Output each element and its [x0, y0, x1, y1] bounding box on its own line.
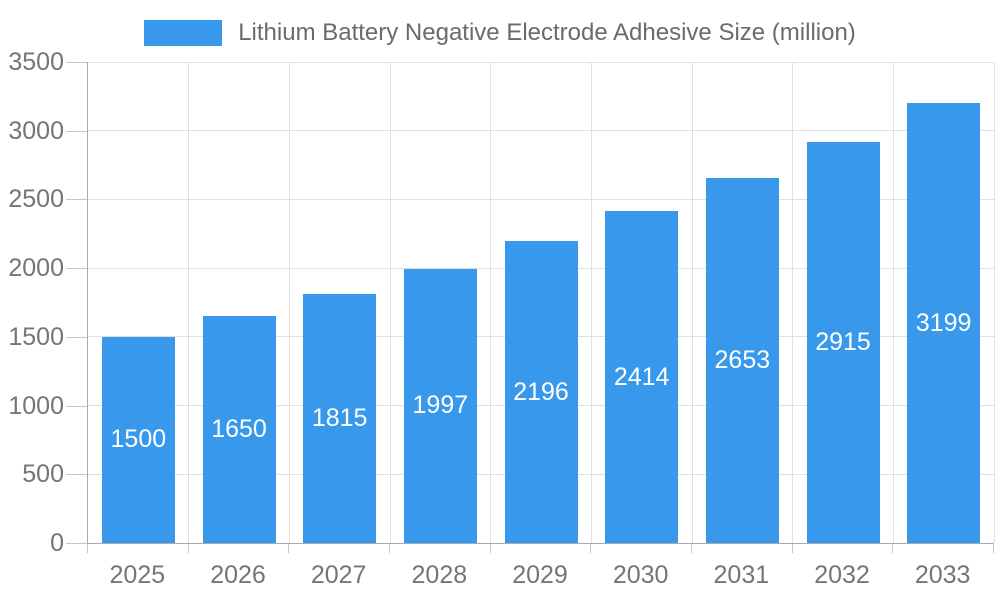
bar[interactable]: 1815 [303, 293, 377, 543]
y-tick-mark [66, 268, 87, 270]
bar[interactable]: 3199 [907, 103, 981, 543]
bar-value-label: 1997 [412, 391, 469, 420]
x-tick-label: 2028 [411, 561, 468, 589]
x-tick-label: 2025 [109, 561, 166, 589]
v-gridline [792, 62, 794, 543]
x-tick-mark [691, 544, 692, 553]
x-tick-label: 2029 [512, 561, 568, 589]
v-gridline [590, 62, 592, 543]
v-gridline [691, 62, 693, 543]
y-tick-label: 2000 [8, 254, 64, 283]
x-tick-label: 2031 [713, 561, 770, 589]
y-tick-mark [66, 336, 87, 338]
h-gridline [88, 198, 994, 200]
bar-value-label: 2414 [613, 362, 670, 391]
x-tick-mark [288, 544, 290, 553]
h-gridline [88, 130, 994, 132]
y-tick-label: 0 [50, 529, 64, 557]
x-tick-label: 2032 [814, 561, 870, 589]
bar-value-label: 1500 [110, 425, 167, 454]
bar[interactable]: 1500 [101, 336, 175, 543]
bar-value-label: 2196 [513, 377, 569, 406]
y-tick-label: 2500 [8, 185, 64, 214]
y-tick-mark [66, 474, 87, 476]
x-tick-mark [791, 544, 793, 553]
x-tick-mark [590, 544, 592, 553]
v-gridline [389, 62, 391, 543]
x-tick-mark [892, 544, 894, 553]
y-tick-label: 3000 [8, 116, 64, 145]
v-gridline [490, 62, 492, 543]
x-tick-mark [993, 544, 994, 553]
y-tick-label: 1000 [8, 391, 64, 420]
bar-value-label: 2653 [714, 346, 771, 375]
y-tick-mark [66, 543, 87, 544]
bar[interactable]: 1650 [202, 316, 276, 543]
x-tick-label: 2030 [612, 561, 669, 589]
v-gridline [188, 62, 190, 543]
y-tick-mark [66, 62, 87, 63]
x-tick-label: 2033 [914, 561, 971, 589]
y-tick-label: 1500 [8, 322, 64, 351]
v-gridline [892, 62, 894, 543]
y-tick-label: 500 [22, 460, 64, 489]
x-tick-mark [187, 544, 189, 553]
legend[interactable]: Lithium Battery Negative Electrode Adhes… [0, 14, 1000, 52]
bar-value-label: 1650 [211, 415, 267, 444]
h-gridline [88, 61, 994, 63]
bar-value-label: 3199 [915, 308, 972, 337]
bar[interactable]: 2653 [705, 178, 779, 543]
bar[interactable]: 1997 [403, 268, 477, 543]
v-gridline [288, 62, 290, 543]
x-tick-label: 2026 [210, 561, 266, 589]
bar[interactable]: 2915 [806, 142, 880, 543]
bar[interactable]: 2196 [504, 241, 578, 543]
x-tick-label: 2027 [310, 561, 367, 589]
plot-area: 1500 1650 1815 1997 2196 2414 2653 2915 3199 [87, 61, 995, 544]
legend-swatch [144, 20, 223, 46]
y-tick-mark [66, 130, 87, 132]
chart-title: Lithium Battery Negative Electrode Adhes… [238, 19, 856, 46]
x-tick-mark [489, 544, 491, 553]
x-tick-mark [389, 544, 390, 553]
y-tick-label: 3500 [8, 48, 64, 76]
v-gridline [993, 62, 995, 543]
y-tick-mark [66, 405, 87, 407]
bar-value-label: 2915 [815, 328, 871, 357]
x-tick-mark [87, 544, 88, 553]
y-tick-mark [66, 199, 87, 201]
bar-value-label: 1815 [311, 403, 368, 432]
bar[interactable]: 2414 [605, 211, 679, 543]
